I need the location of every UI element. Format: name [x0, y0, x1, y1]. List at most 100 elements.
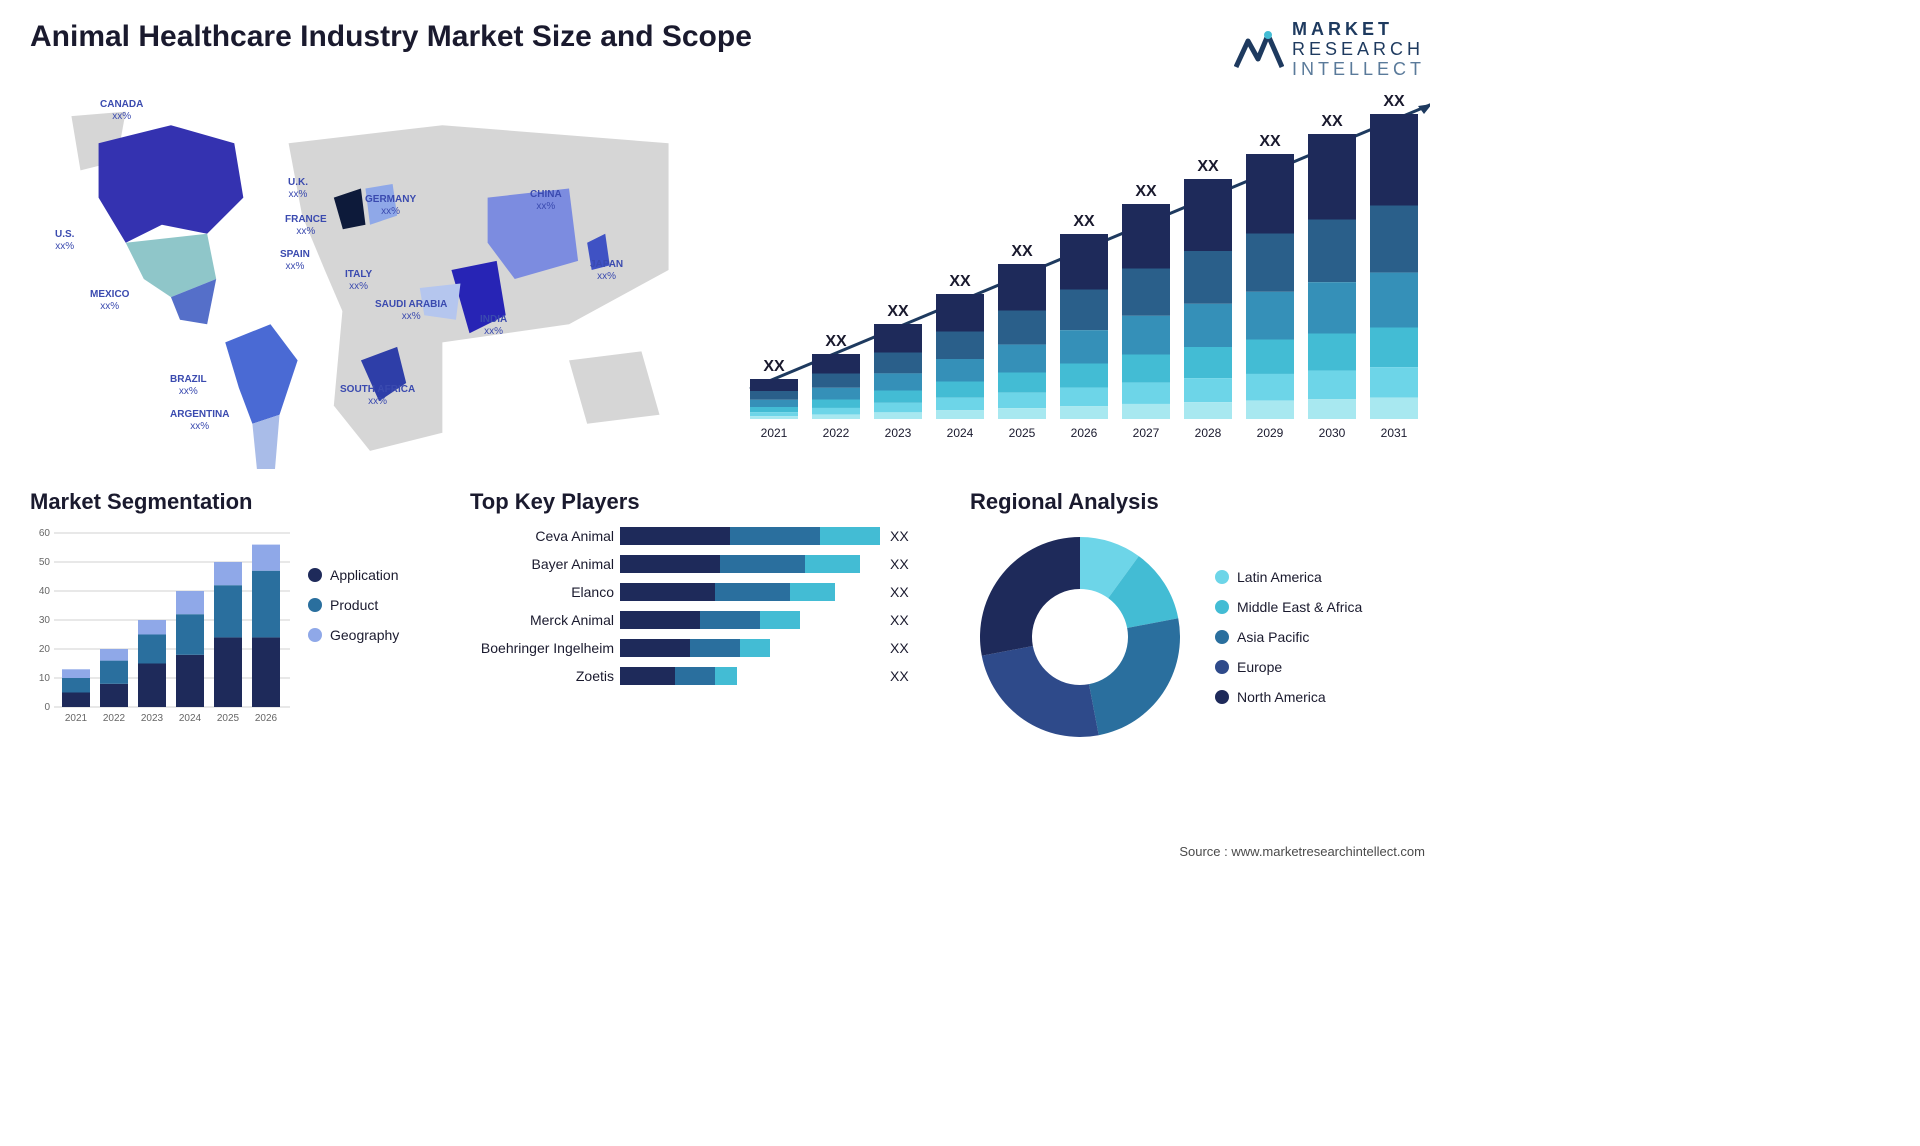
svg-text:2025: 2025: [217, 713, 240, 724]
legend-label: Europe: [1237, 659, 1282, 675]
player-bar: [620, 667, 880, 685]
player-name: Ceva Animal: [470, 528, 620, 544]
svg-text:2026: 2026: [1071, 426, 1098, 440]
player-value: XX: [880, 612, 909, 628]
legend-swatch: [1215, 600, 1229, 614]
map-label: ITALYxx%: [345, 269, 372, 293]
player-value: XX: [880, 528, 909, 544]
source-text: Source : www.marketresearchintellect.com: [1179, 844, 1425, 859]
segmentation-legend: Application Product Geography: [308, 527, 399, 643]
legend-item: Product: [308, 597, 399, 613]
players-title: Top Key Players: [470, 489, 950, 515]
svg-text:2022: 2022: [823, 426, 850, 440]
page-title: Animal Healthcare Industry Market Size a…: [30, 20, 752, 54]
logo: MARKET RESEARCH INTELLECT: [1234, 20, 1425, 79]
svg-text:2031: 2031: [1381, 426, 1408, 440]
svg-text:2025: 2025: [1009, 426, 1036, 440]
svg-text:2027: 2027: [1133, 426, 1160, 440]
map-label: SOUTH AFRICAxx%: [340, 384, 415, 408]
player-bar-segment: [620, 611, 700, 629]
svg-text:30: 30: [39, 615, 51, 626]
svg-text:2021: 2021: [761, 426, 788, 440]
player-row: Boehringer Ingelheim XX: [470, 639, 950, 657]
legend-item: Latin America: [1215, 569, 1362, 585]
svg-text:2028: 2028: [1195, 426, 1222, 440]
key-players-chart: Ceva Animal XX Bayer Animal XX ElancoXX Merck…: [470, 527, 950, 685]
legend-swatch: [1215, 690, 1229, 704]
svg-text:2024: 2024: [179, 713, 202, 724]
logo-line2: RESEARCH: [1292, 40, 1425, 60]
segmentation-chart: 0102030405060202120222023202420252026: [30, 527, 290, 737]
svg-text:2026: 2026: [255, 713, 278, 724]
player-row: ElancoXX: [470, 583, 950, 601]
map-label: U.S.xx%: [55, 229, 74, 253]
player-bar-segment: [700, 611, 760, 629]
svg-text:XX: XX: [1383, 93, 1405, 110]
player-bar: [620, 639, 880, 657]
player-value: XX: [880, 640, 909, 656]
svg-text:2024: 2024: [947, 426, 974, 440]
legend-item: North America: [1215, 689, 1362, 705]
legend-item: Geography: [308, 627, 399, 643]
player-bar: [620, 583, 880, 601]
legend-label: Application: [330, 567, 399, 583]
logo-line1: MARKET: [1292, 20, 1425, 40]
player-bar-segment: [715, 667, 737, 685]
svg-text:XX: XX: [1135, 183, 1157, 200]
legend-label: Product: [330, 597, 378, 613]
regional-donut: [970, 527, 1190, 747]
svg-text:XX: XX: [1011, 243, 1033, 260]
map-label: ARGENTINAxx%: [170, 409, 229, 433]
player-value: XX: [880, 556, 909, 572]
legend-item: Asia Pacific: [1215, 629, 1362, 645]
player-name: Merck Animal: [470, 612, 620, 628]
player-name: Zoetis: [470, 668, 620, 684]
legend-item: Europe: [1215, 659, 1362, 675]
legend-item: Application: [308, 567, 399, 583]
player-bar-segment: [820, 527, 880, 545]
map-label: FRANCExx%: [285, 214, 327, 238]
player-bar-segment: [620, 583, 715, 601]
player-name: Boehringer Ingelheim: [470, 640, 620, 656]
player-bar: [620, 611, 880, 629]
player-bar: [620, 527, 880, 545]
map-label: U.K.xx%: [288, 177, 308, 201]
map-label: CANADAxx%: [100, 99, 143, 123]
svg-text:XX: XX: [763, 358, 785, 375]
svg-text:XX: XX: [887, 303, 909, 320]
svg-text:10: 10: [39, 673, 51, 684]
svg-text:2029: 2029: [1257, 426, 1284, 440]
legend-label: North America: [1237, 689, 1326, 705]
player-value: XX: [880, 668, 909, 684]
svg-text:XX: XX: [1259, 133, 1281, 150]
player-bar-segment: [805, 555, 860, 573]
legend-swatch: [1215, 660, 1229, 674]
player-bar-segment: [620, 555, 720, 573]
legend-item: Middle East & Africa: [1215, 599, 1362, 615]
player-bar-segment: [715, 583, 790, 601]
player-bar-segment: [730, 527, 820, 545]
legend-swatch: [308, 568, 322, 582]
player-bar-segment: [620, 639, 690, 657]
player-name: Bayer Animal: [470, 556, 620, 572]
svg-text:XX: XX: [1197, 158, 1219, 175]
legend-swatch: [308, 628, 322, 642]
svg-text:2021: 2021: [65, 713, 88, 724]
map-label: MEXICOxx%: [90, 289, 129, 313]
legend-swatch: [308, 598, 322, 612]
player-bar: [620, 555, 880, 573]
logo-icon: [1234, 27, 1284, 73]
svg-text:2023: 2023: [885, 426, 912, 440]
map-label: GERMANYxx%: [365, 194, 416, 218]
map-label: INDIAxx%: [480, 314, 507, 338]
player-row: Ceva Animal XX: [470, 527, 950, 545]
legend-label: Geography: [330, 627, 399, 643]
legend-swatch: [1215, 570, 1229, 584]
svg-text:40: 40: [39, 586, 51, 597]
segmentation-title: Market Segmentation: [30, 489, 450, 515]
svg-text:0: 0: [44, 702, 50, 713]
legend-label: Latin America: [1237, 569, 1322, 585]
logo-line3: INTELLECT: [1292, 60, 1425, 80]
player-bar-segment: [790, 583, 835, 601]
map-label: BRAZILxx%: [170, 374, 207, 398]
